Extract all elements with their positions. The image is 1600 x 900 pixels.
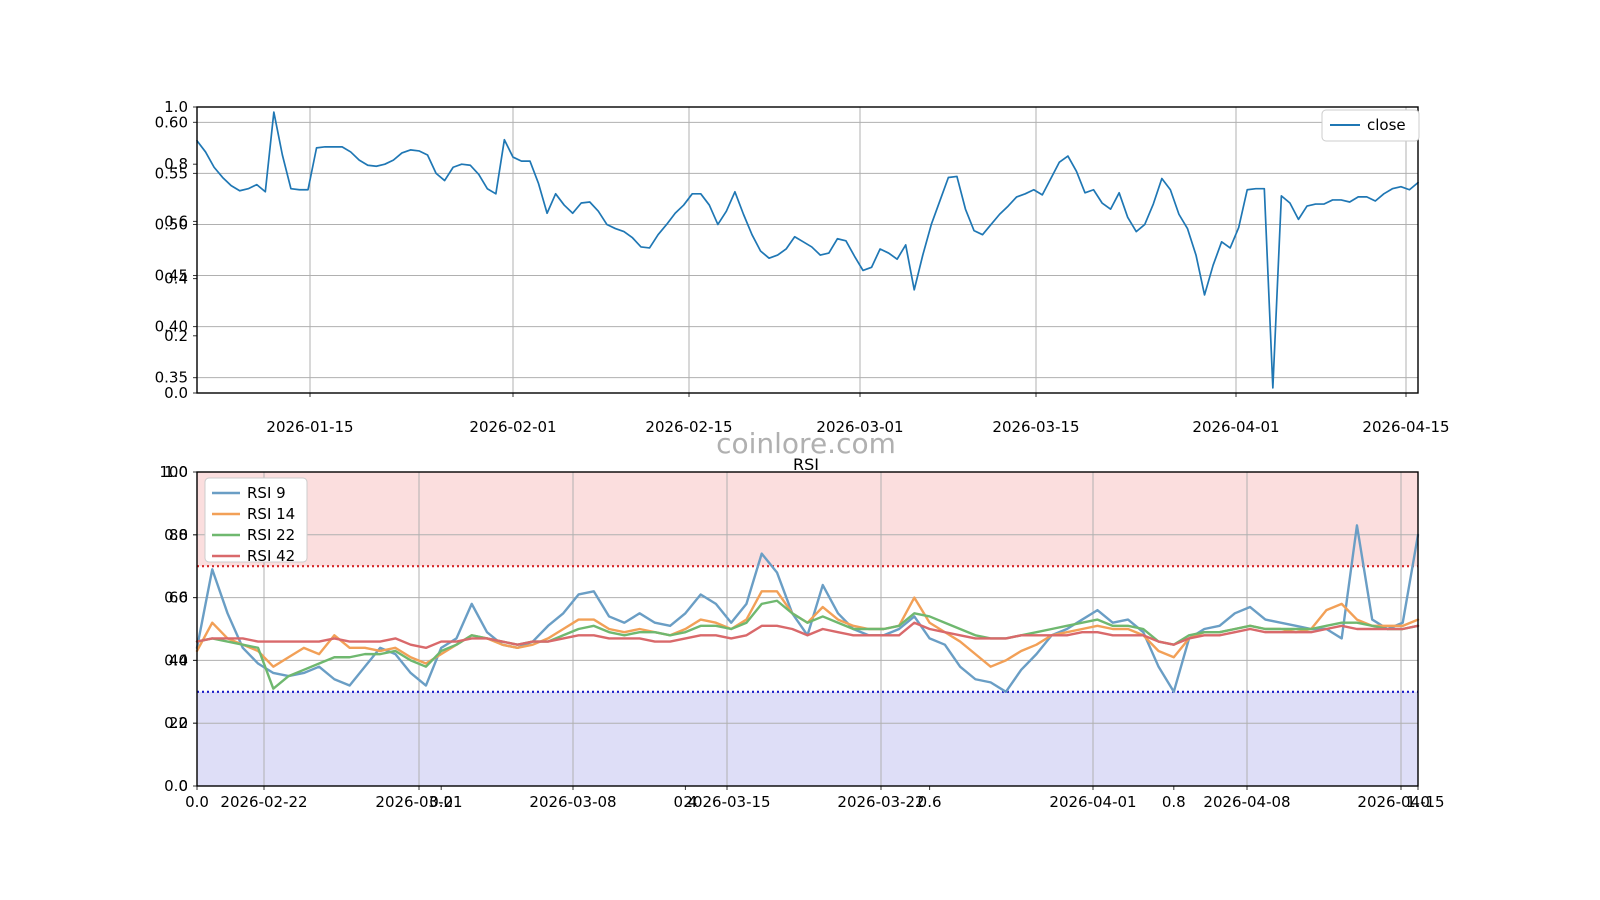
price-xtick-label: 2026-04-15 [1362,418,1449,436]
rsi-legend-label-rsi-22: RSI 22 [247,526,295,544]
price-ytick-label: 0.55 [155,164,188,182]
rsi-ytick-label: 20 [169,714,188,732]
price-line-close [196,111,1419,389]
watermark-coinlore: coinlore.com [716,427,896,460]
rsi-xtick-label-phantom: 0.4 [673,793,697,811]
price-xtick-label: 2026-03-01 [816,418,903,436]
rsi-xtick-label-phantom: 0.0 [185,793,209,811]
rsi-oversold-band [197,691,1418,786]
rsi-legend-box [204,477,308,563]
price-ytick-label-phantom: 0.0 [164,384,188,402]
price-ytick-label-phantom: 0.2 [164,327,188,345]
rsi-ytick-label-phantom: 0.2 [164,714,188,732]
rsi-ytick-label: 80 [169,526,188,544]
price-xtick-label: 2026-01-15 [266,418,353,436]
rsi-line-rsi-42 [195,621,1420,650]
price-ytick-label: 0.35 [155,369,188,387]
price-legend-box [1321,109,1420,142]
price-xtick-label: 2026-02-01 [469,418,556,436]
rsi-xtick-label: 2026-03-01 [375,793,462,811]
rsi-ytick-label: 60 [169,589,188,607]
rsi-xtick-label: 2026-04-01 [1049,793,1136,811]
rsi-ytick-label-phantom: 1.0 [164,463,188,481]
price-xtick-label: 2026-04-01 [1192,418,1279,436]
rsi-ytick-label-phantom: 0.4 [164,651,188,669]
rsi-ytick-label: 40 [169,651,188,669]
rsi-xtick-label: 2026-03-15 [683,793,770,811]
rsi-ytick-label-phantom: 0.8 [164,526,188,544]
rsi-xtick-label: 2026-03-22 [837,793,924,811]
rsi-title: RSI [793,455,819,474]
rsi-legend-label-rsi-42: RSI 42 [247,547,295,565]
rsi-legend-label-rsi-9: RSI 9 [247,484,286,502]
rsi-xtick-label-phantom: 0.8 [1162,793,1186,811]
price-xtick-label: 2026-02-15 [645,418,732,436]
rsi-xtick-label-phantom: 1.0 [1406,793,1430,811]
price-legend-label-close: close [1367,116,1406,134]
price-legend: close [1321,109,1420,142]
price-ytick-label: 0.60 [155,113,188,131]
rsi-line-rsi-22 [195,599,1420,690]
price-ytick-label: 0.50 [155,215,188,233]
rsi-panel: 0 20 40 60 80 100 0.0 0.2 0.4 0.6 0.8 1.0 2026-02-22… [159,463,1444,811]
rsi-legend-label-rsi-14: RSI 14 [247,505,295,523]
price-xtick-label: 2026-03-15 [992,418,1079,436]
price-ytick-label-phantom: 1.0 [164,98,188,116]
price-ytick-label: 0.45 [155,267,188,285]
rsi-xtick-label: 2026-02-22 [220,793,307,811]
rsi-xtick-label: 2026-03-08 [529,793,616,811]
rsi-plot-border [196,471,1419,787]
price-ytick-label-phantom: 0.4 [164,270,188,288]
rsi-overbought-band [197,472,1418,567]
rsi-ytick-label: 100 [159,463,188,481]
rsi-xtick-label-phantom: 0.2 [429,793,453,811]
rsi-xtick-label: 2026-04-08 [1203,793,1290,811]
price-plot-border [196,106,1419,394]
price-ytick-label-phantom: 0.6 [164,212,188,230]
price-panel: 0.35 0.40 0.45 0.50 0.55 0.60 0.0 0.2 0.4 0.6 0.8 1… [155,98,1450,436]
price-ytick-label: 0.40 [155,318,188,336]
rsi-ytick-label-phantom: 0.0 [164,777,188,795]
price-ytick-label-phantom: 0.8 [164,155,188,173]
rsi-xtick-label-phantom: 0.6 [918,793,942,811]
rsi-ytick-label: 0 [178,777,188,795]
rsi-legend: RSI 9 RSI 14 RSI 22 RSI 42 [204,477,308,565]
rsi-ytick-label-phantom: 0.6 [164,589,188,607]
rsi-xtick-label: 2026-04-15 [1357,793,1444,811]
price-plot-background [197,107,1418,393]
